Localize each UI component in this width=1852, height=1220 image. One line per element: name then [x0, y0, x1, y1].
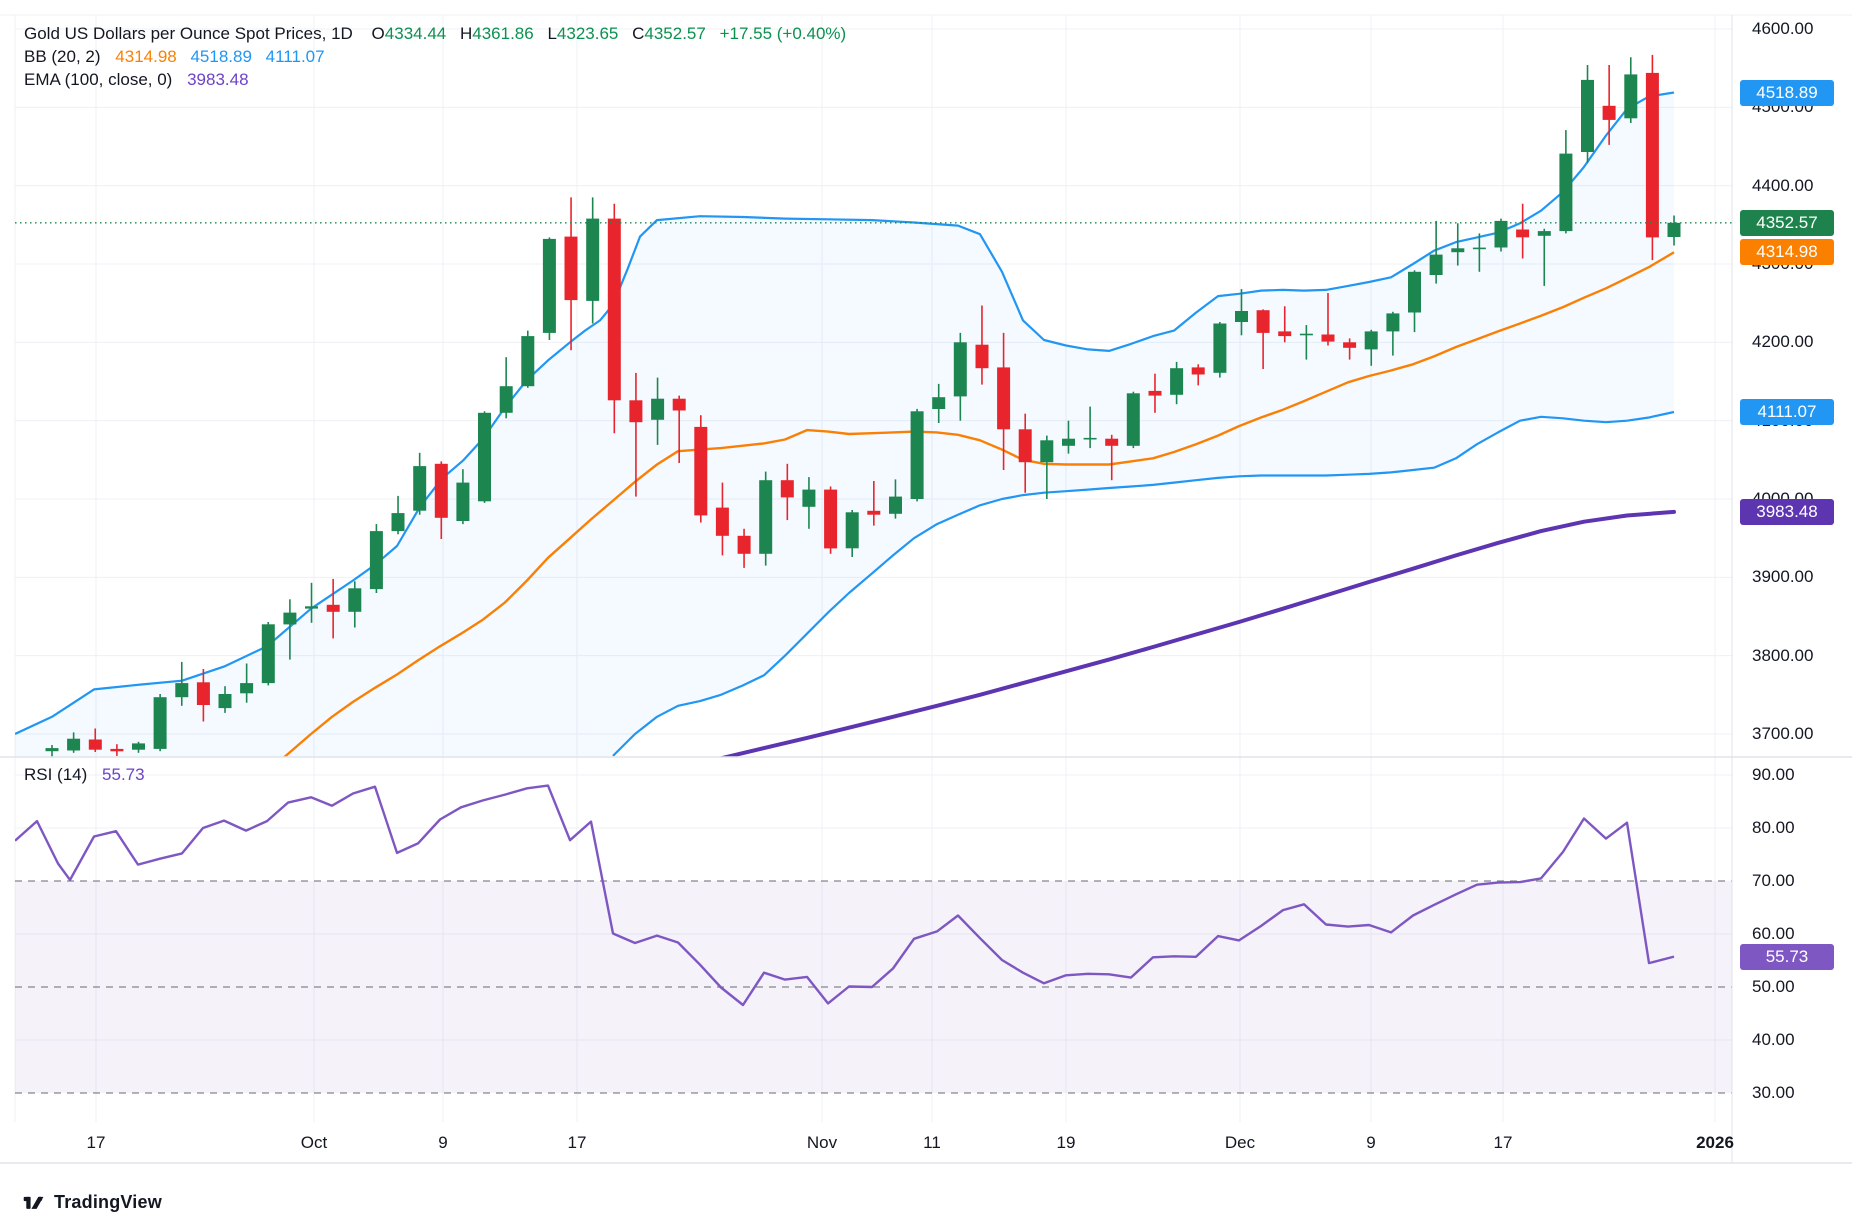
rsi-tick-label: 90.00: [1752, 765, 1795, 784]
price-tick-label: 3900.00: [1752, 567, 1814, 587]
price-badge: 4518.89: [1740, 79, 1834, 106]
rsi-legend-row[interactable]: RSI (14) 55.73: [24, 765, 145, 785]
date-tick-label: 9: [1366, 1133, 1376, 1152]
rsi-badge: 55.73: [1740, 943, 1834, 970]
date-tick-label: Nov: [806, 1133, 838, 1152]
rsi-tick-label: 40.00: [1752, 1030, 1795, 1049]
bb-label: BB (20, 2): [24, 47, 101, 66]
rsi-tick-label: 80.00: [1752, 818, 1795, 837]
price-tick-label: 3700.00: [1752, 724, 1814, 743]
change-value: +17.55 (+0.40%): [719, 24, 847, 43]
symbol-legend-row[interactable]: Gold US Dollars per Ounce Spot Prices, 1…: [24, 22, 846, 45]
ema-label: EMA (100, close, 0): [24, 70, 173, 89]
price-badge: 4352.57: [1740, 209, 1834, 236]
tradingview-logo-text: TradingView: [54, 1191, 162, 1212]
rsi-tick-label: 30.00: [1752, 1083, 1795, 1102]
symbol-title: Gold US Dollars per Ounce Spot Prices, 1…: [24, 24, 353, 43]
date-tick-label: 2026: [1696, 1133, 1734, 1152]
date-tick-label: 17: [1493, 1133, 1513, 1152]
ema-value: 3983.48: [187, 70, 249, 89]
date-tick-label: 19: [1056, 1133, 1076, 1152]
bb-basis-value: 4314.98: [115, 47, 177, 66]
price-badge: 4314.98: [1740, 239, 1834, 266]
ohlc-open: O4334.44: [371, 24, 447, 43]
price-tick-label: 4400.00: [1752, 175, 1814, 195]
ema-legend-row[interactable]: EMA (100, close, 0) 3983.48: [24, 68, 846, 91]
bb-lower-value: 4111.07: [265, 47, 325, 66]
bb-legend-row[interactable]: BB (20, 2) 4314.98 4518.89 4111.07: [24, 45, 846, 68]
price-tick-label: 4600.00: [1752, 19, 1814, 38]
ohlc-high: H4361.86: [459, 24, 534, 43]
price-badge: 4111.07: [1740, 398, 1834, 425]
date-tick-label: Oct: [300, 1133, 328, 1152]
tradingview-logo[interactable]: TradingView: [22, 1190, 162, 1214]
date-tick-label: 17: [86, 1133, 106, 1152]
date-tick-label: 17: [567, 1133, 587, 1152]
rsi-tick-label: 50.00: [1752, 977, 1795, 996]
chart-legend[interactable]: Gold US Dollars per Ounce Spot Prices, 1…: [24, 22, 846, 91]
rsi-label: RSI (14): [24, 765, 88, 784]
ohlc-low: L4323.65: [547, 24, 619, 43]
ohlc-close: C4352.57: [632, 24, 706, 43]
date-tick-label: Dec: [1224, 1133, 1256, 1152]
price-tick-label: 4200.00: [1752, 332, 1814, 352]
rsi-tick-label: 70.00: [1752, 871, 1795, 890]
rsi-tick-label: 60.00: [1752, 924, 1795, 943]
price-tick-label: 3800.00: [1752, 645, 1814, 665]
date-tick-label: 11: [923, 1133, 941, 1152]
rsi-value: 55.73: [102, 765, 145, 784]
bb-upper-value: 4518.89: [190, 47, 252, 66]
price-badge: 3983.48: [1740, 498, 1834, 525]
time-axis-strip: [0, 1164, 1852, 1220]
tradingview-logo-icon: [23, 1196, 44, 1209]
date-tick-label: 9: [438, 1133, 448, 1152]
